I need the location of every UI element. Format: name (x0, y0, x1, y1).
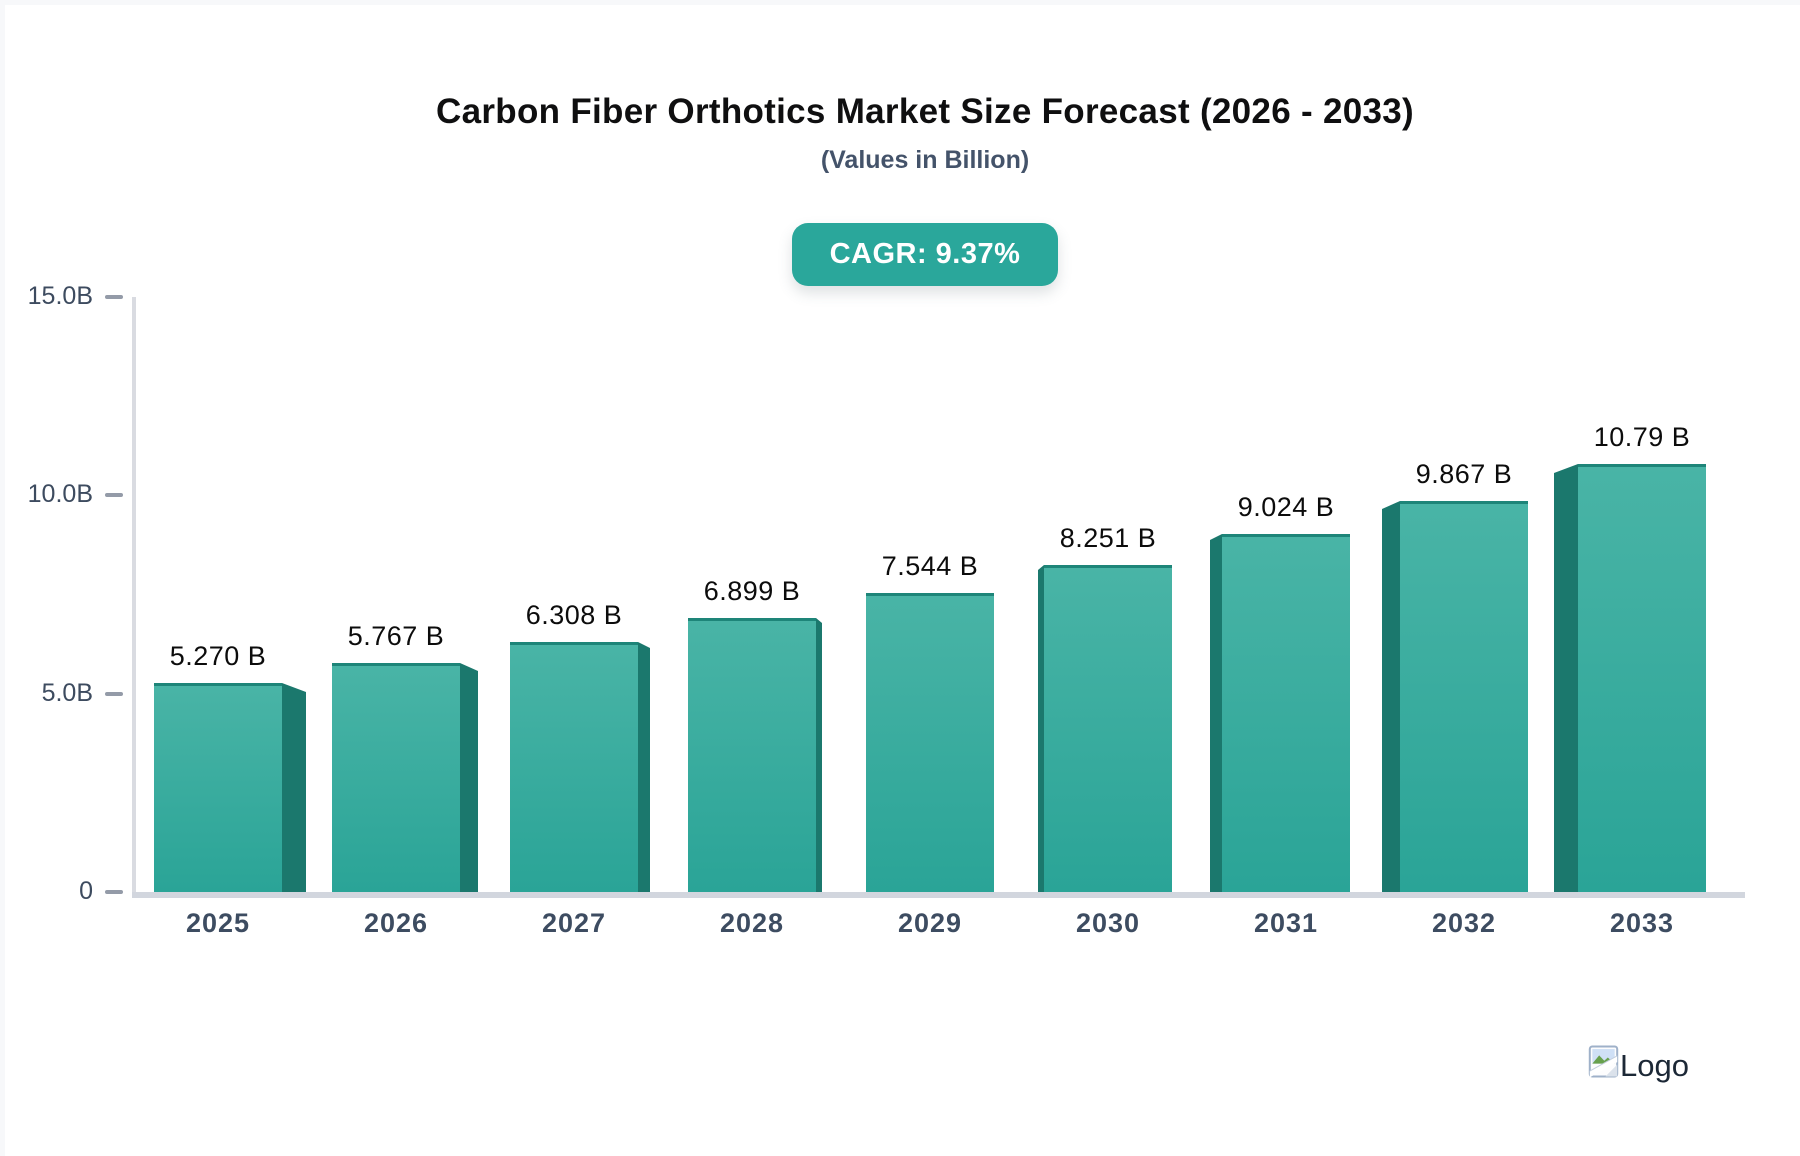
bar-value-label: 6.899 B (703, 576, 801, 606)
y-tick-mark (105, 890, 123, 894)
y-tick-mark (105, 295, 123, 299)
bar-2025 (154, 683, 282, 892)
bar-2032 (1400, 501, 1528, 892)
bar-side-2033 (1554, 464, 1578, 892)
bar-2031 (1222, 534, 1350, 892)
x-axis-label: 2028 (719, 908, 785, 938)
x-axis-label: 2026 (363, 908, 429, 938)
bar-value-label: 9.024 B (1237, 492, 1335, 522)
bar-value-label: 6.308 B (525, 600, 623, 630)
bar-value-label: 10.79 B (1593, 422, 1691, 452)
y-tick-label: 15.0B (27, 282, 93, 310)
bar-side-2030 (1038, 565, 1044, 892)
broken-image-icon (1588, 1045, 1619, 1083)
x-axis-label: 2030 (1075, 908, 1141, 938)
bar-2030 (1044, 565, 1172, 892)
x-axis-label: 2033 (1609, 908, 1675, 938)
x-axis-label: 2027 (541, 908, 607, 938)
chart-title: Carbon Fiber Orthotics Market Size Forec… (436, 92, 1414, 131)
logo-alt-text: Logo (1620, 1048, 1689, 1084)
bar-side-2025 (282, 683, 306, 892)
bar-2033 (1578, 464, 1706, 892)
bar-side-2031 (1210, 534, 1222, 892)
x-axis-label: 2025 (185, 908, 251, 938)
bar-value-label: 5.767 B (347, 621, 445, 651)
y-axis-line (132, 297, 136, 892)
y-tick-label: 5.0B (41, 678, 93, 707)
bar-value-label: 9.867 B (1415, 459, 1513, 489)
y-tick-mark (105, 691, 123, 696)
y-tick-label: 0 (79, 877, 93, 905)
chart-subtitle: (Values in Billion) (820, 146, 1030, 174)
bar-side-2027 (638, 642, 650, 892)
bar-2029 (866, 593, 994, 892)
cagr-badge: CAGR: 9.37% (791, 223, 1059, 286)
y-tick-label: 10.0B (27, 480, 93, 509)
x-axis-label: 2032 (1431, 908, 1497, 938)
chart-header: Carbon Fiber Orthotics Market Size Forec… (130, 92, 1720, 286)
bar-value-label: 7.544 B (881, 551, 979, 581)
bar-side-2032 (1382, 501, 1400, 892)
y-tick-mark (105, 493, 123, 498)
bar-side-2028 (816, 618, 822, 892)
bar-2027 (510, 642, 638, 892)
x-axis-label: 2029 (897, 908, 963, 938)
x-axis-line (132, 892, 1745, 898)
x-axis-label: 2031 (1253, 908, 1319, 938)
bar-side-2026 (460, 663, 478, 892)
bar-value-label: 8.251 B (1059, 523, 1157, 553)
logo: Logo (1588, 1045, 1689, 1083)
bar-value-label: 5.270 B (169, 641, 267, 671)
bar-2028 (688, 618, 816, 892)
plot-area: 15.0B 10.0B 5.0B 0 5.270 B 2025 5.767 B 2026 6.3… (5, 5, 1800, 1156)
bar-2026 (332, 663, 460, 892)
